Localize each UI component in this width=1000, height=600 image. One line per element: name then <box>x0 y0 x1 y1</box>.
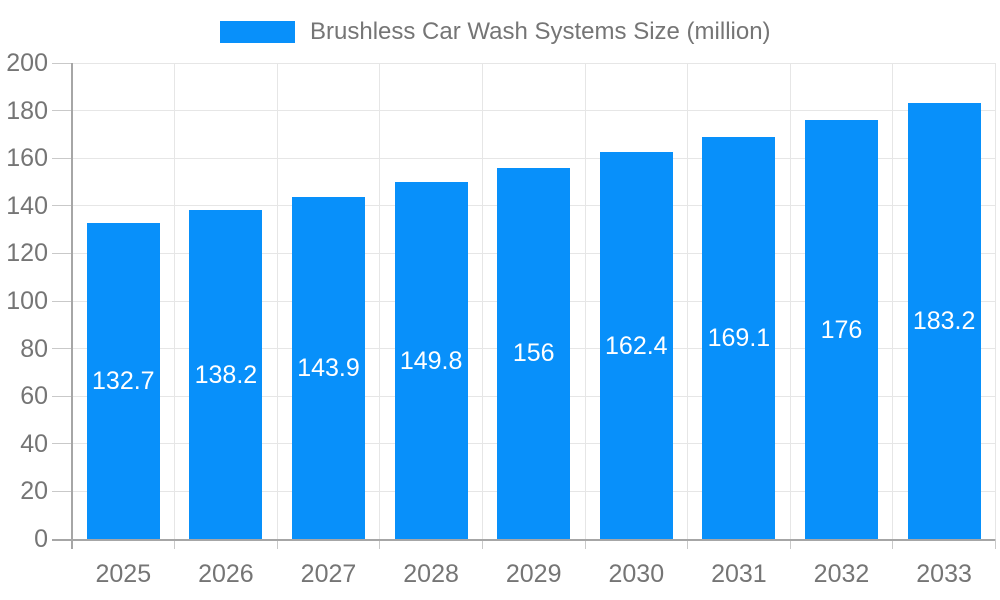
gridline-vertical <box>584 63 586 539</box>
gridline-vertical <box>892 63 894 539</box>
bar-value-label: 143.9 <box>297 353 360 382</box>
y-axis-tick <box>52 395 72 397</box>
bar-value-label: 156 <box>512 339 555 368</box>
x-axis-tick <box>994 539 996 549</box>
y-tick-label: 20 <box>20 477 48 506</box>
y-tick-label: 40 <box>20 429 48 458</box>
bar[interactable] <box>599 152 673 539</box>
gridline-horizontal <box>72 110 996 112</box>
x-tick-label: 2030 <box>608 560 665 588</box>
bar-value-label: 149.8 <box>399 346 463 375</box>
y-axis-tick <box>52 300 72 302</box>
x-tick-label: 2028 <box>403 560 459 588</box>
legend-swatch <box>220 21 295 43</box>
x-tick-label: 2029 <box>505 560 562 588</box>
x-axis-tick <box>174 539 176 549</box>
y-tick-label: 0 <box>34 525 48 553</box>
gridline-horizontal <box>72 157 996 159</box>
bar[interactable] <box>86 223 160 539</box>
x-tick-label: 2033 <box>916 560 972 588</box>
y-axis-tick <box>52 348 72 350</box>
x-axis-tick <box>687 539 689 549</box>
bar[interactable] <box>702 136 776 539</box>
y-axis-tick <box>52 62 72 64</box>
bar[interactable] <box>805 120 878 539</box>
x-tick-label: 2032 <box>813 560 870 588</box>
y-tick-label: 160 <box>6 144 48 173</box>
y-tick-label: 200 <box>6 49 48 77</box>
x-axis-tick <box>379 539 381 549</box>
bar-value-label: 169.1 <box>707 323 771 352</box>
bar[interactable] <box>394 182 468 539</box>
bar[interactable] <box>292 196 365 539</box>
x-tick-label: 2031 <box>711 560 767 588</box>
y-axis-tick <box>52 443 72 445</box>
x-tick-label: 2025 <box>95 560 152 588</box>
x-tick-label: 2026 <box>198 560 254 588</box>
y-tick-label: 80 <box>20 334 48 363</box>
y-tick-label: 140 <box>6 191 48 220</box>
bar[interactable] <box>189 210 263 539</box>
bar-value-label: 162.4 <box>605 331 668 360</box>
y-axis-tick <box>52 157 72 159</box>
gridline-vertical <box>789 63 791 539</box>
x-axis-tick <box>892 539 894 549</box>
x-axis-tick <box>789 539 791 549</box>
x-axis-tick <box>276 539 278 549</box>
y-tick-label: 100 <box>6 287 48 315</box>
x-axis-line <box>52 539 996 541</box>
gridline-vertical <box>379 63 381 539</box>
y-axis-tick <box>52 110 72 112</box>
legend[interactable]: Brushless Car Wash Systems Size (million… <box>220 18 771 46</box>
x-axis-tick <box>481 539 483 549</box>
y-axis-tick <box>52 252 72 254</box>
gridline-vertical <box>481 63 483 539</box>
legend-label: Brushless Car Wash Systems Size (million… <box>310 18 771 45</box>
bar-value-label: 176 <box>820 315 863 344</box>
x-tick-label: 2027 <box>300 560 357 588</box>
y-axis-tick <box>52 490 72 492</box>
y-tick-label: 180 <box>6 96 48 125</box>
gridline-vertical <box>276 63 278 539</box>
gridline-vertical <box>994 63 996 539</box>
bar-value-label: 183.2 <box>912 306 976 335</box>
bar[interactable] <box>497 167 571 539</box>
bar[interactable] <box>907 102 981 539</box>
y-axis-line <box>71 63 73 549</box>
x-axis-tick <box>584 539 586 549</box>
gridline-vertical <box>687 63 689 539</box>
bar-value-label: 132.7 <box>92 367 155 396</box>
y-tick-label: 60 <box>20 382 48 411</box>
gridline-vertical <box>174 63 176 539</box>
y-axis-tick <box>52 205 72 207</box>
bar-value-label: 138.2 <box>194 360 258 389</box>
gridline-horizontal <box>72 62 996 64</box>
y-tick-label: 120 <box>6 239 48 268</box>
